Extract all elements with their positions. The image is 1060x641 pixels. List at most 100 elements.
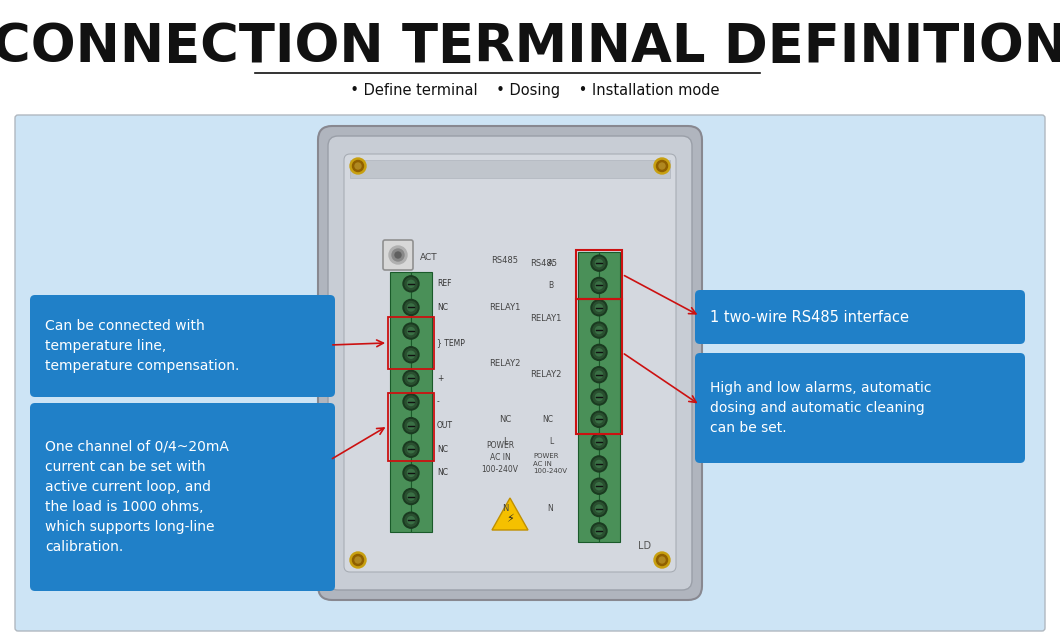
Text: POWER
AC IN
100-240V: POWER AC IN 100-240V (533, 453, 567, 474)
Polygon shape (492, 498, 528, 530)
Text: NC: NC (437, 469, 448, 478)
Circle shape (403, 323, 419, 339)
Circle shape (353, 160, 364, 172)
Circle shape (593, 324, 605, 336)
Circle shape (593, 436, 605, 447)
FancyBboxPatch shape (318, 126, 702, 600)
Circle shape (407, 445, 414, 453)
Text: L: L (502, 437, 508, 446)
FancyBboxPatch shape (695, 353, 1025, 463)
Circle shape (591, 367, 607, 383)
Circle shape (407, 375, 414, 382)
Circle shape (593, 257, 605, 269)
Text: -: - (437, 397, 440, 406)
Circle shape (659, 557, 665, 563)
Text: B: B (548, 281, 553, 290)
Text: ACT: ACT (420, 253, 438, 262)
Text: RELAY2: RELAY2 (490, 359, 520, 368)
Circle shape (405, 444, 417, 455)
Circle shape (403, 512, 419, 528)
Circle shape (656, 554, 668, 565)
Text: ⚡: ⚡ (506, 514, 514, 524)
Circle shape (407, 469, 414, 476)
Circle shape (405, 349, 417, 361)
Text: • Define terminal    • Dosing    • Installation mode: • Define terminal • Dosing • Installatio… (340, 83, 720, 99)
FancyBboxPatch shape (30, 403, 335, 591)
FancyBboxPatch shape (411, 272, 432, 532)
Text: N: N (501, 504, 508, 513)
Circle shape (593, 279, 605, 292)
Circle shape (405, 396, 417, 408)
Circle shape (659, 163, 665, 169)
Text: One channel of 0/4~20mA
current can be set with
active current loop, and
the loa: One channel of 0/4~20mA current can be s… (45, 440, 229, 554)
FancyBboxPatch shape (30, 295, 335, 397)
Bar (576, 299, 622, 435)
Circle shape (596, 394, 602, 401)
Text: 1 two-wire RS485 interface: 1 two-wire RS485 interface (710, 310, 909, 324)
Text: LD: LD (638, 541, 652, 551)
Circle shape (355, 163, 361, 169)
Circle shape (593, 413, 605, 426)
Circle shape (403, 418, 419, 433)
Circle shape (403, 299, 419, 315)
FancyBboxPatch shape (390, 272, 411, 532)
Circle shape (593, 503, 605, 515)
Circle shape (596, 326, 602, 333)
Circle shape (591, 255, 607, 271)
Circle shape (656, 160, 668, 172)
FancyBboxPatch shape (578, 252, 599, 542)
Circle shape (405, 325, 417, 337)
Circle shape (593, 302, 605, 313)
Text: } TEMP: } TEMP (437, 338, 465, 347)
Circle shape (596, 260, 602, 267)
Circle shape (596, 460, 602, 467)
FancyBboxPatch shape (328, 136, 692, 590)
Circle shape (355, 557, 361, 563)
Text: RELAY2: RELAY2 (530, 370, 562, 379)
Circle shape (596, 349, 602, 356)
FancyBboxPatch shape (383, 240, 413, 270)
Circle shape (403, 488, 419, 504)
Circle shape (593, 346, 605, 358)
Text: NC: NC (499, 415, 511, 424)
Circle shape (407, 422, 414, 429)
Text: POWER
AC IN
100-240V: POWER AC IN 100-240V (481, 441, 518, 474)
Circle shape (591, 501, 607, 517)
Circle shape (591, 278, 607, 294)
Circle shape (405, 278, 417, 290)
Circle shape (593, 391, 605, 403)
Circle shape (593, 525, 605, 537)
FancyBboxPatch shape (344, 154, 676, 572)
FancyBboxPatch shape (350, 160, 670, 178)
Circle shape (403, 394, 419, 410)
FancyBboxPatch shape (15, 115, 1045, 631)
Circle shape (591, 322, 607, 338)
Text: Can be connected with
temperature line,
temperature compensation.: Can be connected with temperature line, … (45, 319, 240, 373)
Text: A: A (548, 259, 553, 268)
Text: L: L (549, 437, 553, 446)
FancyBboxPatch shape (695, 290, 1025, 344)
Circle shape (403, 370, 419, 387)
Circle shape (591, 389, 607, 405)
Circle shape (407, 517, 414, 524)
Circle shape (596, 438, 602, 445)
Circle shape (591, 478, 607, 494)
Circle shape (403, 347, 419, 363)
Text: +: + (437, 374, 443, 383)
FancyBboxPatch shape (599, 252, 620, 542)
Circle shape (407, 280, 414, 287)
Circle shape (405, 420, 417, 431)
Bar (576, 250, 622, 299)
Bar (388, 392, 434, 461)
Text: REF: REF (437, 279, 452, 288)
Circle shape (392, 249, 404, 261)
Circle shape (591, 344, 607, 360)
Text: N: N (547, 504, 553, 513)
Circle shape (593, 369, 605, 381)
Circle shape (596, 416, 602, 423)
Circle shape (407, 304, 414, 311)
Circle shape (591, 456, 607, 472)
Circle shape (350, 158, 366, 174)
Circle shape (405, 301, 417, 313)
Circle shape (389, 246, 407, 264)
